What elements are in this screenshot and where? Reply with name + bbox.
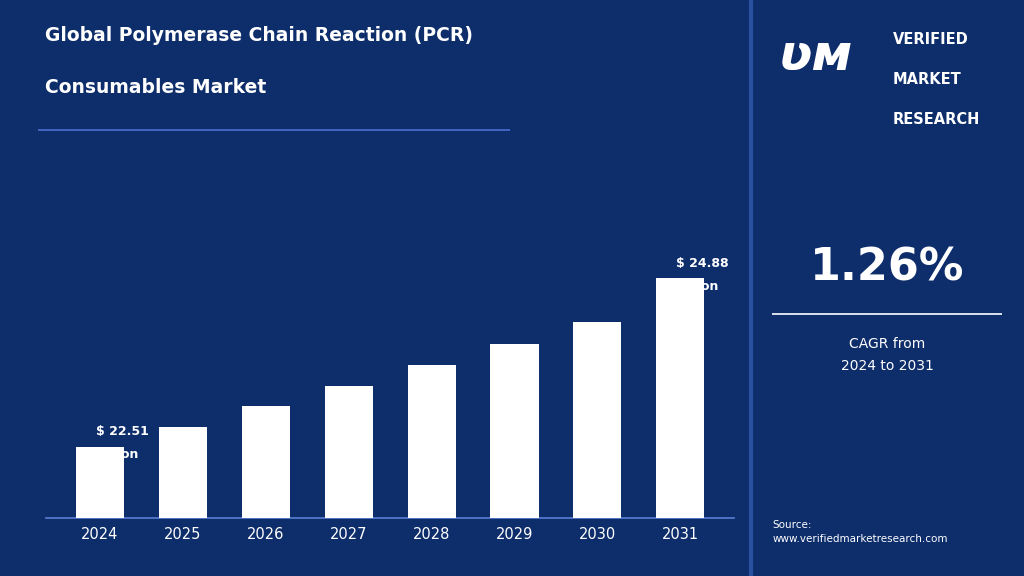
Bar <box>242 406 290 576</box>
Bar <box>573 323 622 576</box>
Text: ʋᴍ: ʋᴍ <box>778 32 852 79</box>
Text: Billion: Billion <box>96 448 139 461</box>
Text: RESEARCH: RESEARCH <box>893 112 980 127</box>
Text: CAGR from
2024 to 2031: CAGR from 2024 to 2031 <box>841 337 934 373</box>
Bar <box>76 446 124 576</box>
Bar <box>408 365 456 576</box>
Text: Global Polymerase Chain Reaction (PCR): Global Polymerase Chain Reaction (PCR) <box>45 26 473 45</box>
Text: $ 22.51: $ 22.51 <box>96 425 148 438</box>
Text: 1.26%: 1.26% <box>810 247 965 289</box>
Text: $ 24.88: $ 24.88 <box>676 257 729 270</box>
Text: Consumables Market: Consumables Market <box>45 78 266 97</box>
Text: Source:
www.verifiedmarketresearch.com: Source: www.verifiedmarketresearch.com <box>772 520 948 544</box>
Bar <box>656 278 705 576</box>
Bar <box>159 427 207 576</box>
Bar <box>325 385 373 576</box>
Text: MARKET: MARKET <box>893 72 962 87</box>
Bar <box>490 344 539 576</box>
Text: Billion: Billion <box>676 280 720 293</box>
Text: VERIFIED: VERIFIED <box>893 32 969 47</box>
